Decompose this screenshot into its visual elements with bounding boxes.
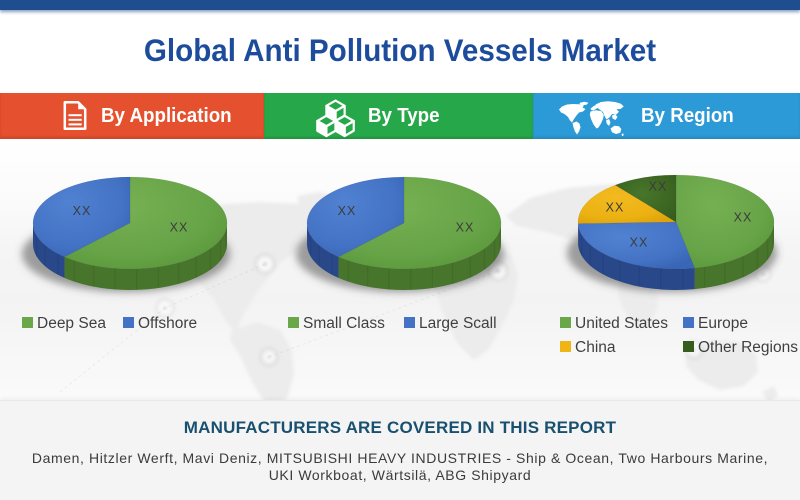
svg-text:XX: XX <box>456 221 475 235</box>
svg-text:XX: XX <box>338 204 357 218</box>
svg-text:XX: XX <box>734 211 753 225</box>
svg-text:XX: XX <box>73 204 92 218</box>
svg-text:XX: XX <box>606 201 625 215</box>
svg-text:XX: XX <box>170 221 189 235</box>
svg-text:XX: XX <box>630 236 649 250</box>
svg-text:XX: XX <box>649 180 668 194</box>
